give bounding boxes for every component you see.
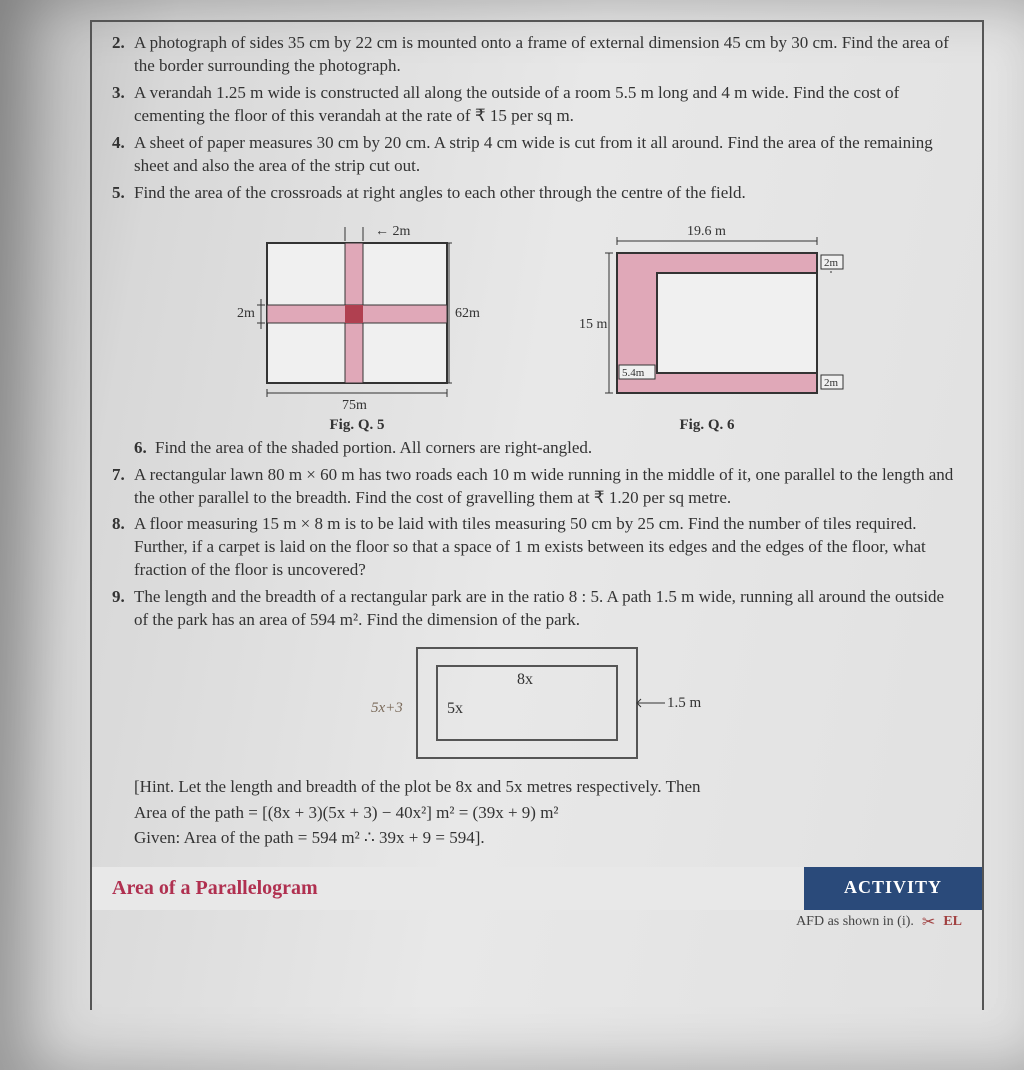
q5-text: Find the area of the crossroads at right… bbox=[134, 182, 962, 205]
q6-text: Find the area of the shaded portion. All… bbox=[155, 438, 592, 457]
q9-num: 9. bbox=[112, 586, 134, 632]
question-6: 6. Find the area of the shaded portion. … bbox=[134, 438, 962, 458]
question-2: 2. A photograph of sides 35 cm by 22 cm … bbox=[112, 32, 962, 78]
fig6-caption: Fig. Q. 6 bbox=[680, 417, 735, 434]
figure-q5: ← 2m 2m 62m 75m bbox=[227, 213, 487, 434]
q9-text: The length and the breadth of a rectangu… bbox=[134, 586, 962, 632]
fig9-5x: 5x bbox=[447, 700, 463, 717]
fig9-path: 1.5 m bbox=[667, 695, 702, 711]
fig5-caption: Fig. Q. 5 bbox=[330, 417, 385, 434]
bottom-note: AFD as shown in (i). bbox=[796, 914, 914, 930]
fig6-bl: 5.4m bbox=[622, 367, 645, 379]
question-9: 9. The length and the breadth of a recta… bbox=[112, 586, 962, 632]
svg-text:2m: 2m bbox=[237, 306, 255, 321]
fig5-height: 62m bbox=[455, 306, 480, 321]
activity-badge: ACTIVITY bbox=[804, 867, 982, 910]
q8-text: A floor measuring 15 m × 8 m is to be la… bbox=[134, 513, 962, 582]
q7-num: 7. bbox=[112, 464, 134, 510]
section-header-row: Area of a Parallelogram ACTIVITY bbox=[92, 867, 982, 910]
q5-num: 5. bbox=[112, 182, 134, 205]
q3-text: A verandah 1.25 m wide is constructed al… bbox=[134, 82, 962, 128]
fig6-top: 19.6 m bbox=[687, 224, 726, 239]
fig-q6-svg: 19.6 m 15 m 5.4m 2m 2m bbox=[567, 213, 847, 413]
svg-text:2m: 2m bbox=[824, 257, 839, 269]
question-7: 7. A rectangular lawn 80 m × 60 m has tw… bbox=[112, 464, 962, 510]
figure-q6: 19.6 m 15 m 5.4m 2m 2m bbox=[567, 213, 847, 434]
textbook-page: 2. A photograph of sides 35 cm by 22 cm … bbox=[0, 0, 1024, 1070]
fig-q5-svg: ← 2m 2m 62m 75m bbox=[227, 213, 487, 413]
q4-text: A sheet of paper measures 30 cm by 20 cm… bbox=[134, 132, 962, 178]
figures-row: ← 2m 2m 62m 75m bbox=[112, 213, 962, 434]
question-8: 8. A floor measuring 15 m × 8 m is to be… bbox=[112, 513, 962, 582]
q4-num: 4. bbox=[112, 132, 134, 178]
scissors-icon: ✂ bbox=[922, 912, 935, 932]
question-4: 4. A sheet of paper measures 30 cm by 20… bbox=[112, 132, 962, 178]
question-3: 3. A verandah 1.25 m wide is constructed… bbox=[112, 82, 962, 128]
bottom-extra: AFD as shown in (i). ✂ EL bbox=[152, 912, 962, 932]
q3-num: 3. bbox=[112, 82, 134, 128]
figure-q9: 8x 5x 1.5 m 5x+3 bbox=[112, 638, 962, 768]
question-5: 5. Find the area of the crossroads at ri… bbox=[112, 182, 962, 205]
bottom-marker: EL bbox=[943, 914, 962, 930]
hint-line3: Given: Area of the path = 594 m² ∴ 39x +… bbox=[134, 825, 962, 851]
svg-text:← 2m: ← 2m bbox=[375, 224, 411, 239]
fig5-width: 75m bbox=[342, 398, 367, 413]
fig6-left: 15 m bbox=[579, 317, 608, 332]
fig-q9-svg: 8x 5x 1.5 m 5x+3 bbox=[367, 638, 707, 768]
svg-text:2m: 2m bbox=[824, 377, 839, 389]
q2-text: A photograph of sides 35 cm by 22 cm is … bbox=[134, 32, 962, 78]
section-title: Area of a Parallelogram bbox=[92, 867, 804, 910]
hint-line1: [Hint. Let the length and breadth of the… bbox=[134, 774, 962, 800]
fig9-8x: 8x bbox=[517, 671, 533, 688]
hint-line2: Area of the path = [(8x + 3)(5x + 3) − 4… bbox=[134, 800, 962, 826]
content-frame: 2. A photograph of sides 35 cm by 22 cm … bbox=[90, 20, 984, 1010]
hint-block: [Hint. Let the length and breadth of the… bbox=[134, 774, 962, 851]
fig9-handnote: 5x+3 bbox=[371, 700, 403, 716]
q8-num: 8. bbox=[112, 513, 134, 582]
q2-num: 2. bbox=[112, 32, 134, 78]
q7-text: A rectangular lawn 80 m × 60 m has two r… bbox=[134, 464, 962, 510]
